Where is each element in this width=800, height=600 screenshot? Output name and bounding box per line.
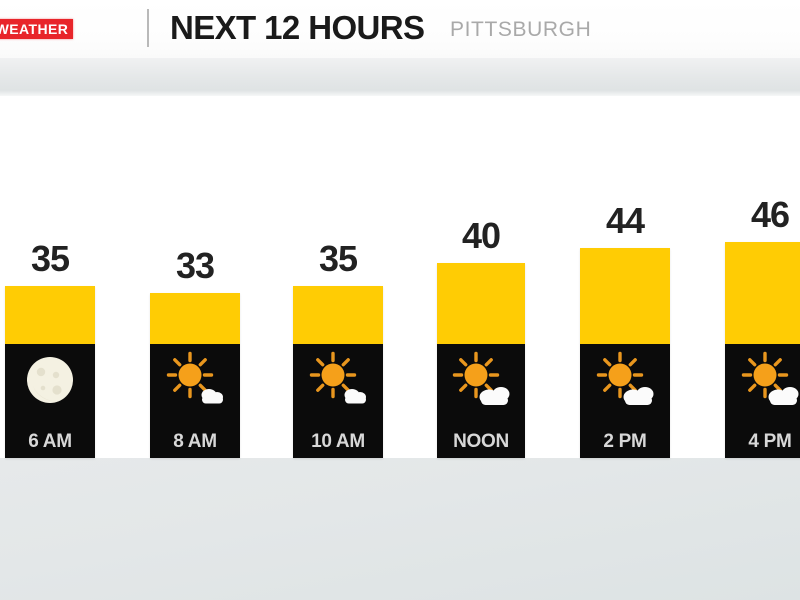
- time-label: 8 AM: [173, 431, 217, 452]
- sun-large-cloud-icon: [452, 351, 510, 405]
- temperature-label: 40: [461, 215, 501, 256]
- temperature-label: 33: [175, 245, 215, 286]
- forecast-bar-4-pm[interactable]: 46 4 PM: [725, 196, 800, 458]
- bar-column-fill: 8 AM: [150, 293, 240, 458]
- forecast-bar-2-pm[interactable]: 44 2 PM: [580, 202, 670, 458]
- weather-icon-slot: [5, 348, 95, 420]
- icon-panel: 2 PM: [580, 344, 670, 458]
- bar-column-fill: NOON: [437, 263, 525, 458]
- temperature-label: 35: [318, 238, 358, 279]
- icon-panel: 4 PM: [725, 344, 800, 458]
- cloud-shape: [201, 389, 223, 404]
- temperature-label: 35: [30, 238, 70, 279]
- forecast-bar-6-am[interactable]: 35 6 AM: [5, 240, 95, 458]
- header-bar: RT WEATHER NEXT 12 HOURS PITTSBURGH: [0, 0, 800, 58]
- time-label: NOON: [453, 431, 509, 452]
- time-label: 6 AM: [28, 431, 72, 452]
- icon-panel: 10 AM: [293, 344, 383, 458]
- icon-panel: 8 AM: [150, 344, 240, 458]
- logo-weather-badge: WEATHER: [0, 19, 74, 39]
- icon-panel: 6 AM: [5, 344, 95, 458]
- full-moon-icon: [27, 357, 73, 403]
- bar-column-fill: 10 AM: [293, 286, 383, 458]
- sun-small-cloud-icon: [309, 351, 366, 404]
- weather-icon-slot: [580, 348, 670, 420]
- weather-icon-slot: [437, 348, 525, 420]
- time-label: 2 PM: [603, 431, 647, 452]
- forecast-bar-10-am[interactable]: 35 10 AM: [293, 240, 383, 458]
- temperature-label: 46: [750, 194, 790, 235]
- cloud-shape: [768, 387, 799, 405]
- time-label: 10 AM: [311, 431, 365, 452]
- cloud-shape: [344, 389, 366, 404]
- icon-panel: NOON: [437, 344, 525, 458]
- time-label: 4 PM: [748, 431, 792, 452]
- cloud-shape: [623, 387, 654, 405]
- location-label: PITTSBURGH: [450, 18, 592, 41]
- weather-icon-slot: [725, 348, 800, 420]
- hourly-forecast-chart: 35 6 AM 33 8 AM 35 10 AM 40 NOON 44 2 PM 46 4 PM: [0, 96, 800, 458]
- weather-icon-slot: [293, 348, 383, 420]
- bar-column-fill: 2 PM: [580, 248, 670, 458]
- weather-icon-slot: [150, 348, 240, 420]
- temperature-label: 44: [605, 200, 645, 241]
- forecast-bar-8-am[interactable]: 33 8 AM: [150, 247, 240, 458]
- upper-gradient-band: [0, 58, 800, 96]
- lower-gradient-panel: [0, 458, 800, 600]
- station-logo[interactable]: RT WEATHER: [0, 18, 74, 40]
- bar-column-fill: 4 PM: [725, 242, 800, 458]
- sun-large-cloud-icon: [596, 351, 654, 405]
- page-title: NEXT 12 HOURS: [170, 9, 425, 46]
- forecast-bar-noon[interactable]: 40 NOON: [437, 217, 525, 458]
- bar-column-fill: 6 AM: [5, 286, 95, 458]
- cloud-shape: [479, 387, 510, 405]
- vertical-divider-icon: [147, 9, 149, 47]
- sun-small-cloud-icon: [166, 351, 223, 404]
- sun-large-cloud-icon: [741, 351, 799, 405]
